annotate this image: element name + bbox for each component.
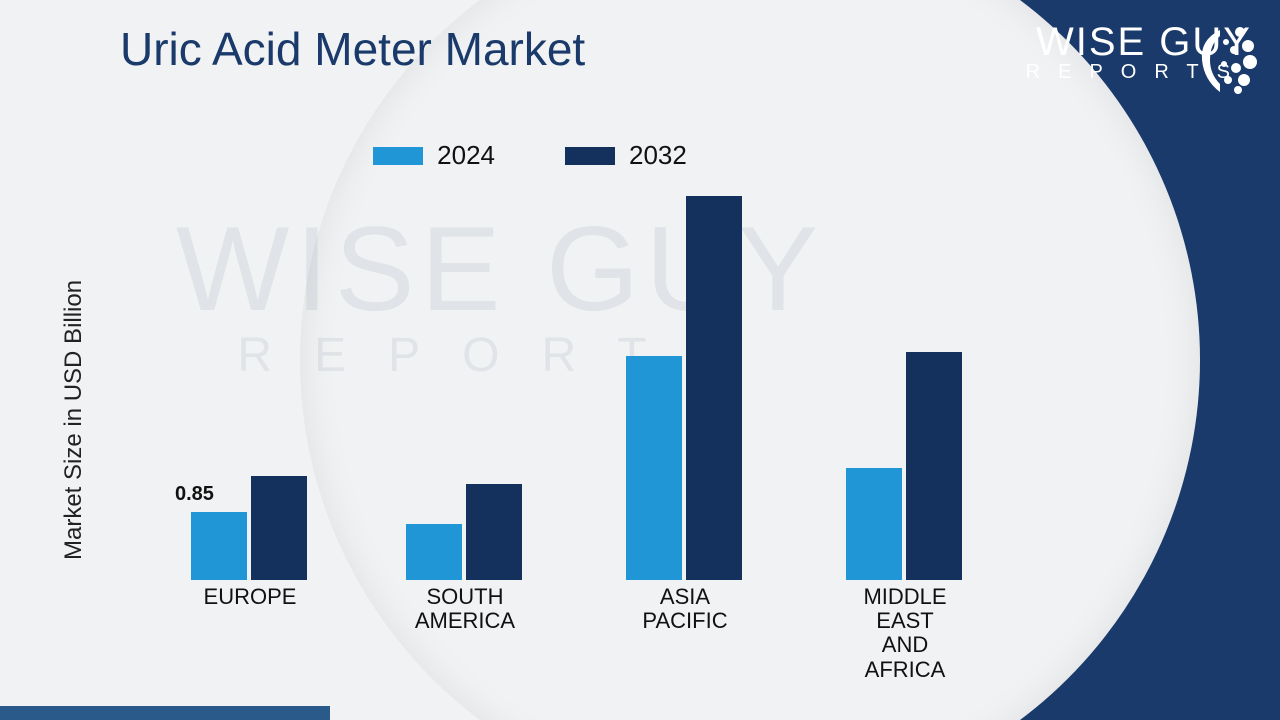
footer-accent-bar — [0, 706, 330, 720]
x-label: EUROPE — [170, 585, 330, 609]
bar-2032 — [686, 196, 742, 580]
bar-2032 — [466, 484, 522, 580]
legend-label-2032: 2032 — [629, 140, 687, 171]
right-brand-panel — [960, 0, 1280, 720]
x-label: SOUTHAMERICA — [385, 585, 545, 633]
bar-2024 — [406, 524, 462, 580]
legend: 2024 2032 — [70, 140, 990, 171]
bar-2024 — [626, 356, 682, 580]
bar-2024 — [191, 512, 247, 580]
bar-2032 — [251, 476, 307, 580]
legend-swatch-2024 — [373, 147, 423, 165]
x-label: MIDDLEEASTANDAFRICA — [825, 585, 985, 682]
bar-2024 — [846, 468, 902, 580]
legend-item-2024: 2024 — [373, 140, 495, 171]
plot-area: 0.85 — [130, 180, 990, 580]
x-axis-labels: EUROPE SOUTHAMERICA ASIAPACIFIC MIDDLEEASTA… — [130, 585, 990, 695]
bar-2032 — [906, 352, 962, 580]
brand-logo: WISE GUY REPORTS — [982, 20, 1252, 84]
y-axis-label: Market Size in USD Billion — [60, 280, 88, 560]
legend-item-2032: 2032 — [565, 140, 687, 171]
legend-swatch-2032 — [565, 147, 615, 165]
chart-title: Uric Acid Meter Market — [120, 22, 585, 76]
bar-value-label: 0.85 — [175, 483, 214, 506]
bar-chart: Market Size in USD Billion 2024 2032 0.8… — [70, 140, 990, 700]
legend-label-2024: 2024 — [437, 140, 495, 171]
brain-dots-icon — [1190, 20, 1260, 100]
x-label: ASIAPACIFIC — [605, 585, 765, 633]
